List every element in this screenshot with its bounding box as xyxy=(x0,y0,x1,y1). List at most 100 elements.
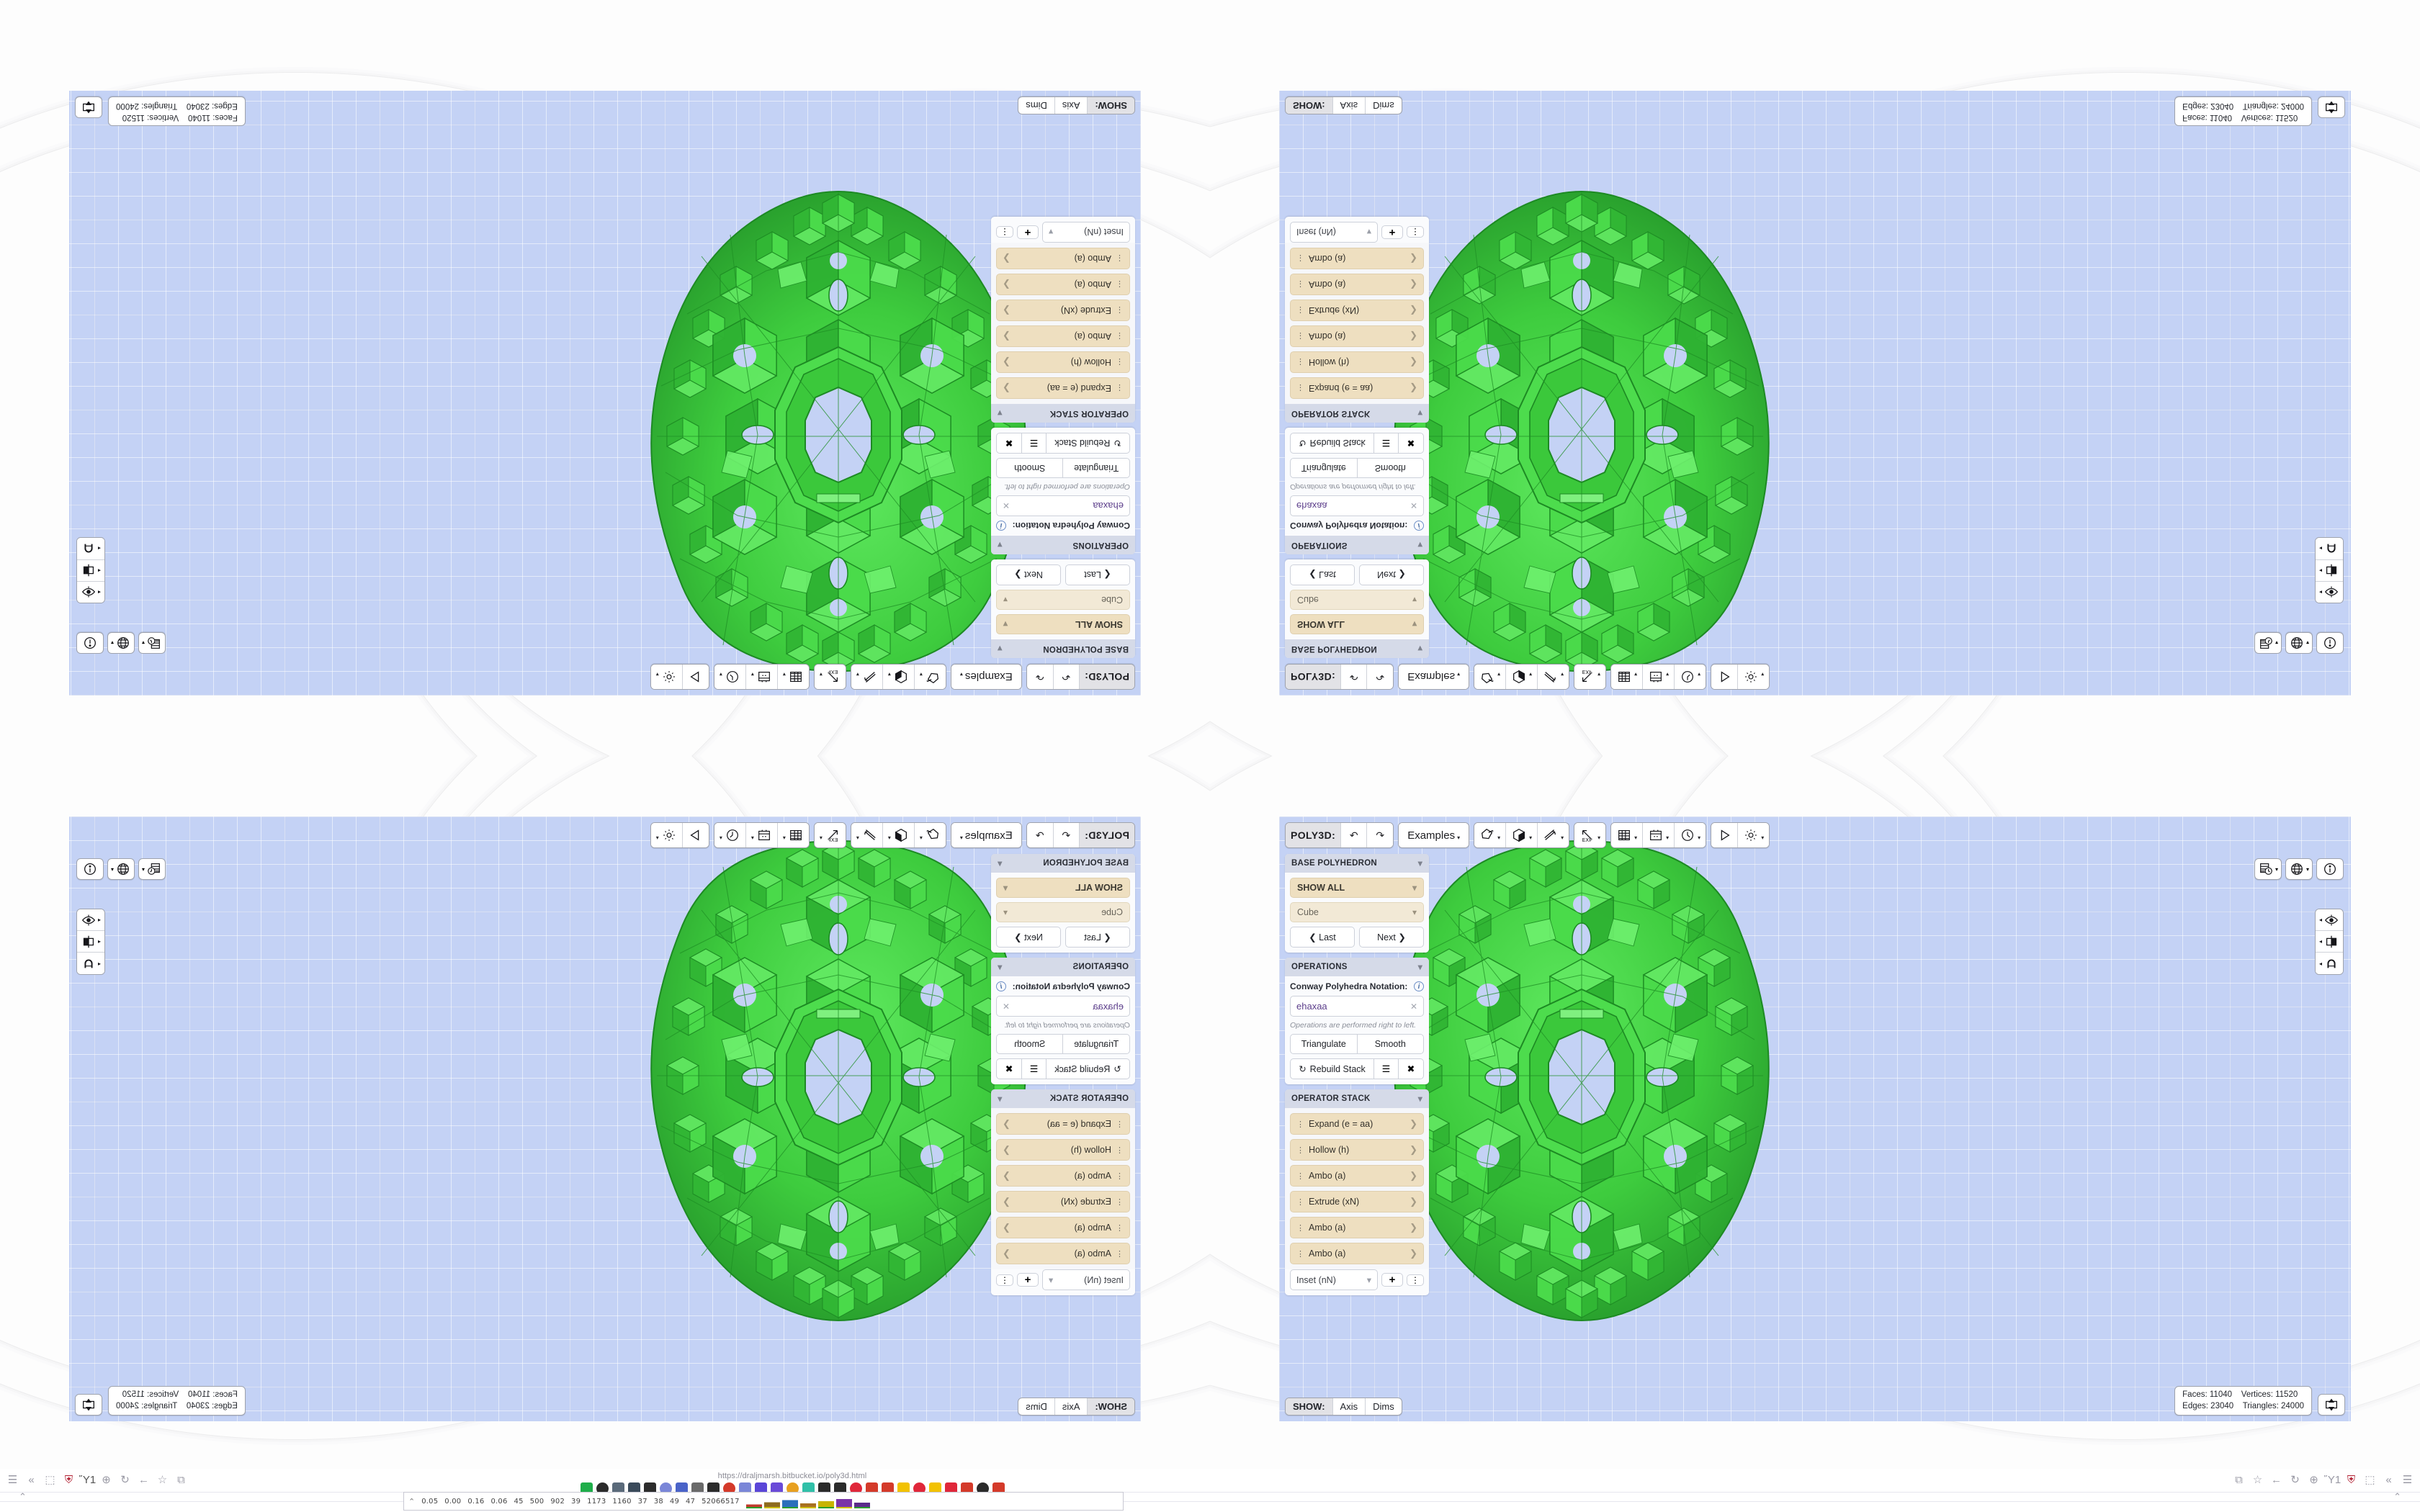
settings-gear-icon[interactable]: ▾ xyxy=(650,665,682,689)
show-all-dropdown[interactable]: SHOW ALL ▾ xyxy=(1290,614,1424,634)
drag-handle-icon[interactable]: ⋮ xyxy=(1296,357,1304,366)
chevron-right-icon[interactable]: ❯ xyxy=(1003,383,1010,394)
tab-favicon[interactable] xyxy=(881,1482,894,1495)
shield-icon-mirror[interactable]: ⛨ xyxy=(2347,1473,2356,1486)
show-dims-button[interactable]: Dims xyxy=(1373,1401,1394,1412)
tab-favicon[interactable] xyxy=(944,1482,957,1495)
add-operator-button[interactable]: + xyxy=(1381,225,1403,239)
rebuild-stack-button[interactable]: ↻ Rebuild Stack xyxy=(1291,433,1374,453)
operator-stack-item[interactable]: ⋮ Ambo (a) ❯ xyxy=(1290,274,1424,295)
operator-stack-item[interactable]: ⋮ Hollow (h) ❯ xyxy=(1290,351,1424,373)
base-polyhedron-header[interactable]: BASE POLYHEDRON ▾ xyxy=(1285,854,1429,873)
eye-icon[interactable]: ◂ xyxy=(2316,909,2343,931)
pocket-icon[interactable]: ⬚ xyxy=(45,1474,55,1486)
reload-icon[interactable]: ↻ xyxy=(120,1474,130,1486)
export-icon[interactable]: EXP ▾ xyxy=(1574,823,1606,847)
contrast-icon[interactable]: ◂ xyxy=(77,931,104,953)
drag-handle-icon[interactable]: ⋮ xyxy=(1296,1223,1304,1233)
tab-favicon[interactable] xyxy=(722,1482,735,1495)
calendar-icon[interactable]: ▾ xyxy=(745,823,777,847)
operator-select[interactable]: Inset (nN) ▾ xyxy=(1042,1269,1130,1290)
settings-gear-icon[interactable]: ▾ xyxy=(650,823,682,847)
smooth-button[interactable]: Smooth xyxy=(1374,463,1406,473)
next-button[interactable]: Next ❯ xyxy=(996,927,1061,948)
polyhedron-model[interactable] xyxy=(637,824,1040,1328)
polyhedron-model[interactable] xyxy=(1380,824,1783,1328)
edit-path-icon[interactable]: ▾ xyxy=(851,823,882,847)
smooth-button[interactable]: Smooth xyxy=(1374,1039,1406,1049)
star-icon[interactable]: ☆ xyxy=(157,1474,168,1486)
tab-favicon[interactable] xyxy=(770,1482,783,1495)
back-arrow-icon[interactable]: ← xyxy=(138,1473,149,1486)
app-title-button[interactable]: POLY3D: xyxy=(1286,823,1342,847)
drag-handle-icon[interactable]: ⋮ xyxy=(1296,1120,1304,1129)
tab-favicon[interactable] xyxy=(992,1482,1005,1495)
operator-stack-item[interactable]: ⋮ Expand (e = aa) ❯ xyxy=(996,377,1130,399)
list-icon[interactable]: ☰ xyxy=(1021,1059,1046,1079)
show-dims-button[interactable]: Dims xyxy=(1026,100,1047,111)
operator-stack-header[interactable]: OPERATOR STACK ▾ xyxy=(1285,404,1429,423)
operator-stack-item[interactable]: ⋮ Extrude (xN) ❯ xyxy=(1290,1191,1424,1212)
star-icon-mirror[interactable]: ☆ xyxy=(2252,1474,2263,1486)
tab-favicon[interactable] xyxy=(596,1482,609,1495)
calendar-icon[interactable]: ▾ xyxy=(1643,665,1675,689)
operator-stack-item[interactable]: ⋮ Hollow (h) ❯ xyxy=(1290,1139,1424,1161)
cube-solid-icon[interactable]: ▾ xyxy=(882,665,914,689)
base-shape-dropdown[interactable]: Cube ▾ xyxy=(1290,902,1424,922)
operator-select[interactable]: Inset (nN) ▾ xyxy=(1042,222,1130,243)
info-icon[interactable] xyxy=(76,632,104,654)
drag-handle-icon[interactable]: ⋮ xyxy=(1296,1249,1304,1259)
chevron-right-icon[interactable]: ❯ xyxy=(1003,253,1010,264)
calendar-icon[interactable]: ▾ xyxy=(745,665,777,689)
chevron-right-icon[interactable]: ❯ xyxy=(1003,357,1010,368)
add-operator-button[interactable]: + xyxy=(1381,1273,1403,1287)
operator-stack-item[interactable]: ⋮ Expand (e = aa) ❯ xyxy=(1290,1113,1424,1135)
eye-icon[interactable]: ◂ xyxy=(77,909,104,931)
paint-polyhedron-icon[interactable]: ▾ xyxy=(1474,823,1507,847)
info-icon[interactable] xyxy=(2316,858,2344,880)
tab-favicon[interactable] xyxy=(928,1482,941,1495)
tab-favicon[interactable] xyxy=(897,1482,910,1495)
rebuild-stack-button[interactable]: ↻ Rebuild Stack xyxy=(1046,433,1129,453)
chevron-right-icon[interactable]: ❯ xyxy=(1410,1222,1417,1233)
drag-handle-icon[interactable]: ⋮ xyxy=(1116,1197,1124,1207)
operator-stack-item[interactable]: ⋮ Expand (e = aa) ❯ xyxy=(1290,377,1424,399)
pocket-icon-mirror[interactable]: ⬚ xyxy=(2365,1474,2375,1486)
show-axis-button[interactable]: Axis xyxy=(1332,97,1366,114)
info-icon[interactable]: i xyxy=(996,521,1006,531)
base-polyhedron-header[interactable]: BASE POLYHEDRON ▾ xyxy=(991,854,1135,873)
operator-menu-icon[interactable]: ⋮ xyxy=(1407,226,1424,238)
globe-icon[interactable]: ⊕ xyxy=(102,1474,111,1486)
chevron-right-icon[interactable]: ❯ xyxy=(1410,331,1417,342)
operator-select[interactable]: Inset (nN) ▾ xyxy=(1290,222,1378,243)
show-dims-button[interactable]: Dims xyxy=(1026,1401,1047,1412)
show-all-dropdown[interactable]: SHOW ALL ▾ xyxy=(1290,878,1424,898)
menu-icon-mirror[interactable]: ☰ xyxy=(2402,1474,2413,1486)
chevron-right-icon[interactable]: ❯ xyxy=(1410,357,1417,368)
poly3d-viewport[interactable]: POLY3D: ↶ ↷ Examples ▾ ▾ xyxy=(1279,816,2351,1421)
operations-header[interactable]: OPERATIONS ▾ xyxy=(991,958,1135,976)
paint-polyhedron-icon[interactable]: ▾ xyxy=(913,823,946,847)
tab-favicon[interactable] xyxy=(738,1482,751,1495)
undo-icon[interactable]: ↶ xyxy=(1341,665,1368,689)
translate-icon[interactable]: ⧉ xyxy=(177,1473,185,1486)
clock-icon[interactable]: ▾ xyxy=(714,665,745,689)
clock-icon[interactable]: ▾ xyxy=(714,823,745,847)
tab-favicon[interactable] xyxy=(659,1482,672,1495)
play-icon[interactable] xyxy=(681,665,709,689)
last-button[interactable]: ❮ Last xyxy=(1065,927,1130,948)
drag-handle-icon[interactable]: ⋮ xyxy=(1116,253,1124,263)
last-button[interactable]: ❮ Last xyxy=(1065,564,1130,585)
contrast-icon[interactable]: ◂ xyxy=(77,559,104,581)
trash-icon-mirror[interactable]: Ὕ1 xyxy=(2323,1473,2341,1486)
operator-stack-item[interactable]: ⋮ Hollow (h) ❯ xyxy=(996,1139,1130,1161)
redo-icon[interactable]: ↷ xyxy=(1367,823,1394,847)
operator-stack-header[interactable]: OPERATOR STACK ▾ xyxy=(991,1089,1135,1108)
tab-favicon[interactable] xyxy=(865,1482,878,1495)
drag-handle-icon[interactable]: ⋮ xyxy=(1296,331,1304,341)
smooth-button[interactable]: Smooth xyxy=(1014,1039,1046,1049)
drag-handle-icon[interactable]: ⋮ xyxy=(1296,383,1304,392)
examples-dropdown[interactable]: Examples ▾ xyxy=(951,823,1021,847)
tab-favicon[interactable] xyxy=(960,1482,973,1495)
clock-icon[interactable]: ▾ xyxy=(1675,823,1706,847)
